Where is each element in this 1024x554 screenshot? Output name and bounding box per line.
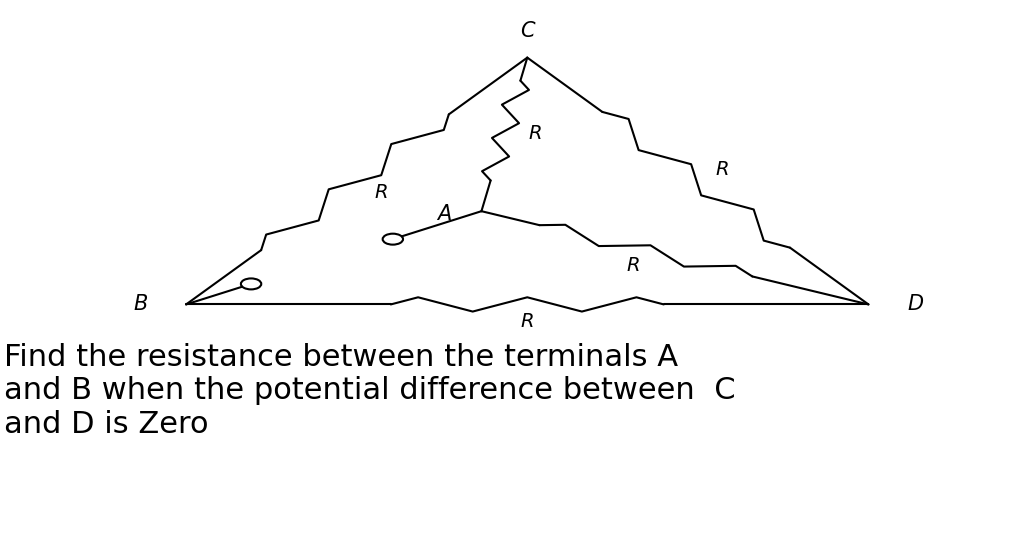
Text: R: R bbox=[529, 124, 543, 143]
Text: Find the resistance between the terminals A
and B when the potential difference : Find the resistance between the terminal… bbox=[4, 343, 735, 439]
Text: A: A bbox=[436, 204, 451, 224]
Text: D: D bbox=[907, 294, 924, 315]
Text: C: C bbox=[520, 21, 535, 41]
Text: B: B bbox=[133, 294, 147, 315]
Text: R: R bbox=[375, 183, 388, 202]
Text: R: R bbox=[520, 312, 535, 331]
Text: R: R bbox=[627, 257, 640, 275]
Circle shape bbox=[241, 279, 261, 289]
Text: R: R bbox=[716, 160, 729, 179]
Circle shape bbox=[383, 234, 403, 245]
